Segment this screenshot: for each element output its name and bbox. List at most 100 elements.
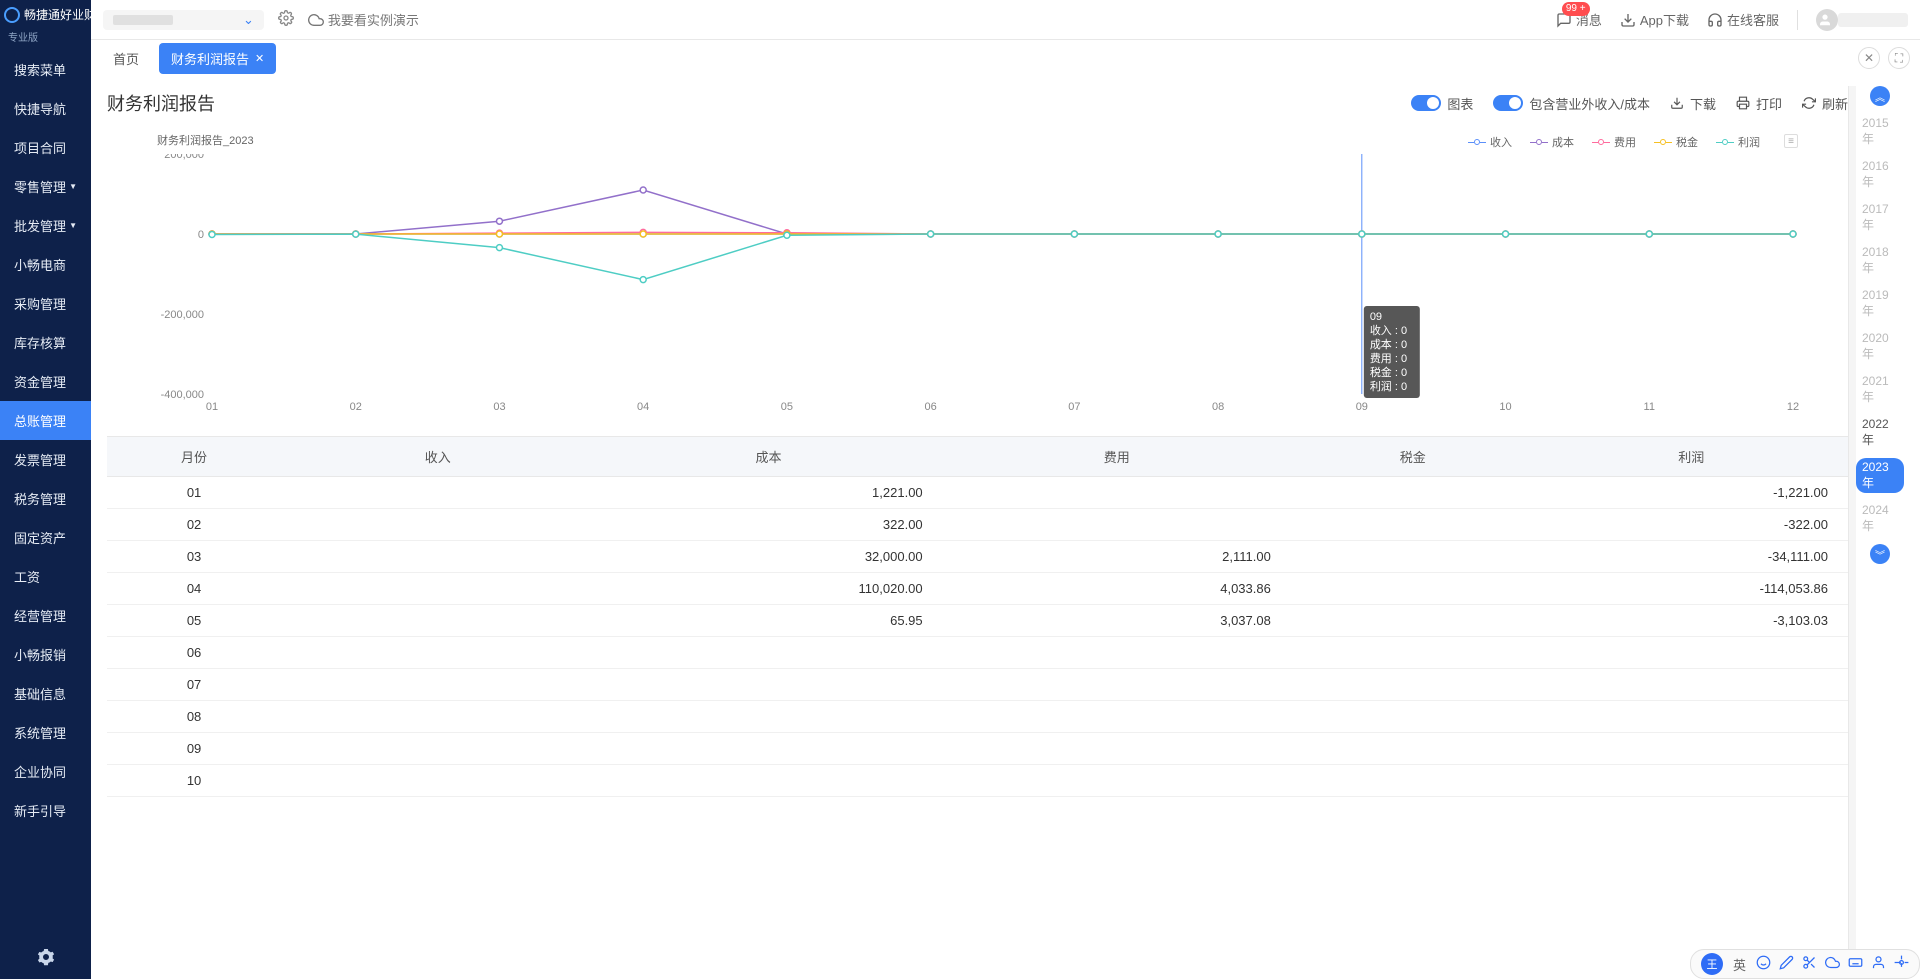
- table-cell: 10: [107, 765, 281, 797]
- table-row[interactable]: 011,221.00-1,221.00: [107, 477, 1848, 509]
- legend-item[interactable]: 利润: [1716, 134, 1760, 150]
- sidebar-item-14[interactable]: 经营管理: [0, 596, 91, 635]
- sidebar-item-13[interactable]: 工资: [0, 557, 91, 596]
- sidebar-item-10[interactable]: 发票管理: [0, 440, 91, 479]
- sidebar-settings-button[interactable]: [0, 938, 91, 979]
- print-button[interactable]: 打印: [1736, 94, 1782, 113]
- toggle-1[interactable]: 包含营业外收入/成本: [1493, 94, 1650, 113]
- sidebar-menu: 搜索菜单快捷导航项目合同零售管理▼批发管理▼小畅电商采购管理库存核算资金管理总账…: [0, 50, 91, 938]
- vertical-divider[interactable]: [1848, 86, 1856, 969]
- sidebar-item-0[interactable]: 搜索菜单: [0, 50, 91, 89]
- year-item[interactable]: 2023年: [1856, 458, 1904, 493]
- year-scroll-down[interactable]: ︾: [1870, 544, 1890, 564]
- table-cell: 4,033.86: [943, 573, 1291, 605]
- sidebar-item-19[interactable]: 新手引导: [0, 791, 91, 830]
- fullscreen-button[interactable]: ⛶: [1888, 47, 1910, 69]
- close-icon[interactable]: ✕: [255, 52, 264, 65]
- year-item[interactable]: 2019年: [1856, 286, 1904, 321]
- service-label: 在线客服: [1727, 10, 1779, 29]
- chart-canvas[interactable]: 200,0000-200,000-400,0000102030405060708…: [107, 154, 1848, 426]
- brand-name: 畅捷通好业财: [24, 6, 96, 23]
- table-cell: [943, 669, 1291, 701]
- legend-item[interactable]: 费用: [1592, 134, 1636, 150]
- tab-1[interactable]: 财务利润报告✕: [159, 43, 276, 74]
- svg-text:12: 12: [1787, 401, 1799, 413]
- table-row[interactable]: 0565.953,037.08-3,103.03: [107, 605, 1848, 637]
- table-cell: [1291, 605, 1535, 637]
- ime-cloud-icon[interactable]: [1825, 955, 1840, 973]
- ime-edit-icon[interactable]: [1779, 955, 1794, 973]
- legend-label: 收入: [1490, 134, 1512, 150]
- org-settings-icon[interactable]: [278, 10, 294, 29]
- year-item[interactable]: 2021年: [1856, 372, 1904, 407]
- sidebar-item-1[interactable]: 快捷导航: [0, 89, 91, 128]
- table-cell: [1291, 509, 1535, 541]
- table-row[interactable]: 08: [107, 701, 1848, 733]
- table-row[interactable]: 02322.00-322.00: [107, 509, 1848, 541]
- sidebar-item-label: 项目合同: [14, 138, 66, 157]
- year-item[interactable]: 2020年: [1856, 329, 1904, 364]
- year-item[interactable]: 2022年: [1856, 415, 1904, 450]
- legend-item[interactable]: 税金: [1654, 134, 1698, 150]
- toggle-0[interactable]: 图表: [1411, 94, 1473, 113]
- svg-text:利润 : 0: 利润 : 0: [1370, 379, 1407, 393]
- sidebar-item-16[interactable]: 基础信息: [0, 674, 91, 713]
- sidebar-item-label: 搜索菜单: [14, 60, 66, 79]
- sidebar-item-7[interactable]: 库存核算: [0, 323, 91, 362]
- year-item[interactable]: 2016年: [1856, 157, 1904, 192]
- ime-gear-icon[interactable]: [1894, 955, 1909, 973]
- sidebar-item-9[interactable]: 总账管理: [0, 401, 91, 440]
- sidebar-item-11[interactable]: 税务管理: [0, 479, 91, 518]
- legend-marker: [1530, 139, 1548, 145]
- ime-keyboard-icon[interactable]: [1848, 955, 1863, 973]
- refresh-button[interactable]: 刷新: [1802, 94, 1848, 113]
- legend-item[interactable]: 收入: [1468, 134, 1512, 150]
- download-button[interactable]: App下载: [1620, 10, 1689, 29]
- ime-bar[interactable]: 王 英: [1690, 949, 1920, 979]
- chevron-down-icon: ⌄: [243, 12, 254, 28]
- year-item[interactable]: 2024年: [1856, 501, 1904, 536]
- table-cell: [594, 733, 942, 765]
- svg-text:费用 : 0: 费用 : 0: [1370, 352, 1407, 365]
- sidebar-item-5[interactable]: 小畅电商: [0, 245, 91, 284]
- close-all-tabs-button[interactable]: ✕: [1858, 47, 1880, 69]
- org-selector[interactable]: ⌄: [103, 10, 264, 30]
- demo-link[interactable]: 我要看实例演示: [308, 10, 419, 29]
- sidebar-item-4[interactable]: 批发管理▼: [0, 206, 91, 245]
- legend-label: 成本: [1552, 134, 1574, 150]
- table-cell: 05: [107, 605, 281, 637]
- year-scroll-up[interactable]: ︽: [1870, 86, 1890, 106]
- svg-text:-400,000: -400,000: [161, 389, 204, 401]
- legend-menu-icon[interactable]: ≡: [1784, 134, 1798, 148]
- sidebar-item-6[interactable]: 采购管理: [0, 284, 91, 323]
- sidebar-item-17[interactable]: 系统管理: [0, 713, 91, 752]
- ime-smile-icon[interactable]: [1756, 955, 1771, 973]
- legend-label: 利润: [1738, 134, 1760, 150]
- legend-item[interactable]: 成本: [1530, 134, 1574, 150]
- ime-user-icon[interactable]: [1871, 955, 1886, 973]
- customer-service-button[interactable]: 在线客服: [1707, 10, 1779, 29]
- sidebar-item-3[interactable]: 零售管理▼: [0, 167, 91, 206]
- tab-0[interactable]: 首页: [101, 43, 151, 74]
- svg-text:成本 : 0: 成本 : 0: [1370, 337, 1407, 351]
- table-row[interactable]: 09: [107, 733, 1848, 765]
- user-menu[interactable]: [1816, 9, 1908, 31]
- year-item[interactable]: 2018年: [1856, 243, 1904, 278]
- sidebar-item-label: 系统管理: [14, 723, 66, 742]
- messages-button[interactable]: 99 + 消息: [1556, 10, 1602, 29]
- sidebar-item-15[interactable]: 小畅报销: [0, 635, 91, 674]
- svg-text:06: 06: [925, 401, 937, 413]
- sidebar-item-8[interactable]: 资金管理: [0, 362, 91, 401]
- table-row[interactable]: 07: [107, 669, 1848, 701]
- sidebar-item-18[interactable]: 企业协同: [0, 752, 91, 791]
- year-item[interactable]: 2017年: [1856, 200, 1904, 235]
- sidebar-item-2[interactable]: 项目合同: [0, 128, 91, 167]
- table-row[interactable]: 10: [107, 765, 1848, 797]
- year-item[interactable]: 2015年: [1856, 114, 1904, 149]
- sidebar-item-12[interactable]: 固定资产: [0, 518, 91, 557]
- table-row[interactable]: 0332,000.002,111.00-34,111.00: [107, 541, 1848, 573]
- ime-scissor-icon[interactable]: [1802, 955, 1817, 973]
- download-button[interactable]: 下载: [1670, 94, 1716, 113]
- table-row[interactable]: 06: [107, 637, 1848, 669]
- table-row[interactable]: 04110,020.004,033.86-114,053.86: [107, 573, 1848, 605]
